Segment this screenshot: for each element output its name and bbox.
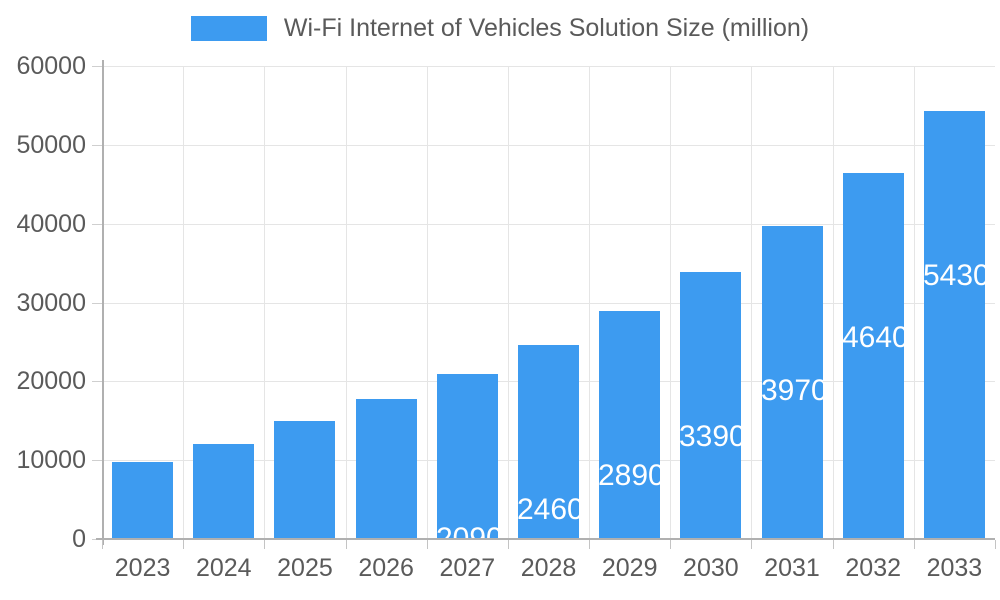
bar[interactable]: 9800 xyxy=(112,462,173,539)
x-axis-tick-mark xyxy=(183,540,184,549)
x-axis-tick-mark xyxy=(914,540,915,549)
x-axis-tick-label: 2024 xyxy=(195,554,252,582)
legend-color-swatch xyxy=(190,15,267,41)
gridline-vertical xyxy=(914,66,915,539)
y-axis-tick-mark xyxy=(92,460,102,461)
x-axis-tick-mark xyxy=(995,540,996,549)
x-axis-tick-label: 2026 xyxy=(358,554,414,582)
x-axis-tick-mark xyxy=(427,540,428,549)
bar-value-label: 33900 xyxy=(680,420,741,453)
gridline-vertical xyxy=(508,66,509,539)
bar[interactable]: 39700 xyxy=(762,226,823,539)
gridline-vertical xyxy=(264,66,265,539)
bar[interactable]: 12000 xyxy=(193,444,254,539)
x-axis-tick-mark xyxy=(508,540,509,549)
x-axis-tick-mark xyxy=(346,540,347,549)
gridline-vertical xyxy=(427,66,428,539)
y-axis-tick-label: 10000 xyxy=(16,446,86,475)
y-axis-tick-label: 40000 xyxy=(16,209,86,238)
legend-label: Wi-Fi Internet of Vehicles Solution Size… xyxy=(283,13,810,42)
x-axis-tick-mark xyxy=(102,540,103,549)
x-axis-line xyxy=(96,538,995,540)
chart-legend: Wi-Fi Internet of Vehicles Solution Size… xyxy=(0,0,1000,56)
gridline-horizontal xyxy=(102,66,995,67)
x-axis-tick-label: 2027 xyxy=(439,554,496,582)
x-axis-tick-label: 2025 xyxy=(277,554,333,582)
bar[interactable]: 46400 xyxy=(843,173,904,539)
bar[interactable]: 28900 xyxy=(599,311,660,539)
bar[interactable]: 54300 xyxy=(924,111,985,539)
legend-item[interactable]: Wi-Fi Internet of Vehicles Solution Size… xyxy=(190,13,810,42)
gridline-vertical xyxy=(346,66,347,539)
y-axis-tick-mark xyxy=(92,381,102,382)
x-axis-tick-mark xyxy=(589,540,590,549)
bar-value-label: 24600 xyxy=(518,493,579,526)
bar-value-label: 28900 xyxy=(599,459,660,492)
x-axis-tick-label: 2023 xyxy=(114,554,171,582)
bar-value-label: 20900 xyxy=(437,522,498,540)
x-axis-tick-mark xyxy=(751,540,752,549)
y-axis-tick-label: 0 xyxy=(72,525,86,553)
gridline-vertical xyxy=(751,66,752,539)
x-axis-tick-label: 2030 xyxy=(683,554,739,582)
x-axis-tick-label: 2033 xyxy=(926,554,983,582)
y-axis-tick-mark xyxy=(92,224,102,225)
y-axis-tick-label: 20000 xyxy=(16,367,86,396)
bar[interactable]: 24600 xyxy=(518,345,579,539)
gridline-vertical xyxy=(833,66,834,539)
y-axis-tick-label: 30000 xyxy=(16,288,86,317)
bar[interactable]: 17700 xyxy=(356,399,417,539)
gridline-horizontal xyxy=(102,223,995,225)
x-axis-tick-label: 2029 xyxy=(601,554,658,582)
y-axis-tick-mark xyxy=(92,145,102,146)
plot-area: 9800 12000 15000 17700 20900 24600 28900 33900 3… xyxy=(102,66,995,540)
x-axis-tick-label: 2031 xyxy=(764,554,820,582)
gridline-vertical xyxy=(670,66,671,539)
bar-value-label: 46400 xyxy=(843,321,904,354)
x-axis-tick-label: 2028 xyxy=(520,554,577,582)
gridline-vertical xyxy=(183,66,184,539)
x-axis-tick-mark xyxy=(833,540,834,549)
bar-value-label: 39700 xyxy=(762,374,823,407)
y-axis-tick-label: 60000 xyxy=(16,52,86,80)
x-axis-tick-mark xyxy=(670,540,671,549)
bar[interactable]: 15000 xyxy=(274,421,335,539)
y-axis-line xyxy=(102,60,104,545)
gridline-horizontal xyxy=(102,144,995,146)
y-axis-tick-mark xyxy=(92,66,102,67)
y-axis-tick-mark xyxy=(92,303,102,304)
gridline-vertical xyxy=(589,66,590,539)
bar[interactable]: 33900 xyxy=(680,272,741,539)
x-axis-tick-mark xyxy=(264,540,265,549)
bar[interactable]: 20900 xyxy=(437,374,498,539)
x-axis-tick-label: 2032 xyxy=(845,554,902,582)
gridline-horizontal xyxy=(102,302,995,304)
y-axis-tick-label: 50000 xyxy=(16,130,86,159)
bar-value-label: 54300 xyxy=(924,259,985,292)
